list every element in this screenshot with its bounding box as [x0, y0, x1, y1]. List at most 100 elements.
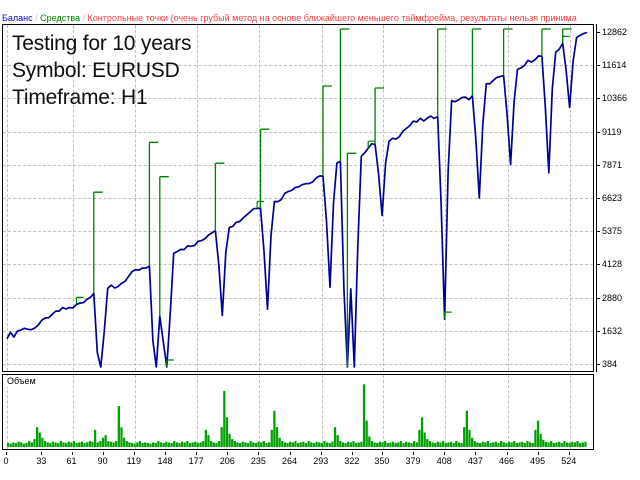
- volume-bar: [384, 441, 387, 447]
- y-axis-tick-label: 9119: [602, 126, 622, 137]
- volume-bar: [360, 441, 363, 447]
- volume-bar: [544, 441, 548, 447]
- x-axis-tick-label: 466: [499, 456, 515, 466]
- volume-bar: [17, 441, 20, 447]
- gridline-horizontal: [3, 98, 593, 100]
- volume-bar: [529, 442, 532, 447]
- volume-bar: [505, 443, 508, 447]
- y-axis: 12862 11614 10366 9119 7871 6623 5375 4128 2880 1…: [596, 24, 640, 372]
- volume-bar: [128, 442, 131, 447]
- volume-bar: [94, 429, 97, 447]
- volume-bar: [252, 442, 255, 447]
- gridline-vertical: [72, 375, 75, 449]
- gridline-vertical: [72, 25, 75, 371]
- y-axis-tick-mark: [596, 364, 600, 365]
- gridline-vertical: [445, 25, 447, 371]
- volume-bar: [86, 442, 89, 447]
- volume-bar: [43, 441, 47, 447]
- volume-bar: [389, 442, 392, 447]
- y-axis-tick-mark: [596, 297, 600, 299]
- x-axis-tick-mark: [381, 452, 383, 455]
- volume-bar: [439, 442, 442, 447]
- x-axis-tick-label: 408: [436, 456, 452, 466]
- volume-bar: [109, 441, 113, 447]
- y-axis-tick-mark: [596, 98, 600, 100]
- volume-bar: [431, 442, 434, 447]
- x-axis-tick-mark: [196, 452, 198, 455]
- y-axis-tick-mark: [596, 330, 600, 332]
- volume-bar: [260, 442, 263, 447]
- volume-bar: [410, 443, 413, 447]
- volume-bar: [307, 441, 310, 447]
- volume-bar: [244, 442, 247, 447]
- volume-bar: [107, 441, 110, 447]
- volume-bar: [331, 441, 334, 447]
- volume-bar: [170, 443, 173, 447]
- volume-bar: [326, 442, 329, 447]
- volume-bar: [67, 441, 70, 447]
- volume-bar: [521, 441, 524, 447]
- volume-bar: [70, 442, 73, 447]
- caption-line-symbol: Symbol: EURUSD: [12, 59, 180, 82]
- volume-bar: [233, 441, 236, 447]
- volume-bar: [518, 442, 521, 447]
- volume-bar: [75, 443, 78, 447]
- volume-bar: [57, 443, 60, 447]
- volume-bar: [394, 443, 397, 447]
- volume-bar: [194, 441, 197, 447]
- x-axis-tick-label: 293: [313, 456, 329, 466]
- volume-bar: [80, 441, 84, 447]
- volume-bar: [320, 443, 323, 447]
- volume-bar: [531, 443, 534, 447]
- volume-bar: [254, 443, 258, 447]
- volume-bar: [523, 443, 526, 447]
- volume-bar: [304, 443, 308, 447]
- x-axis-tick-label: 264: [282, 456, 298, 466]
- volume-bar: [257, 441, 260, 447]
- x-axis-tick-label: 524: [561, 456, 577, 466]
- x-axis-tick-label: 90: [97, 456, 108, 466]
- y-axis-tick-label: 1632: [602, 325, 623, 336]
- volume-bar: [333, 427, 337, 447]
- volume-bar: [434, 443, 437, 447]
- legend-balance-label: Баланс: [2, 13, 33, 23]
- x-axis-tick-label: 0: [3, 456, 9, 466]
- volume-bar: [465, 410, 468, 447]
- equity-segment: [374, 87, 385, 145]
- x-axis-tick-label: 33: [36, 456, 47, 466]
- volume-bar: [14, 443, 18, 447]
- y-axis-tick-mark: [596, 65, 600, 67]
- volume-bar: [552, 443, 555, 447]
- volume-bar: [550, 441, 553, 447]
- volume-bar: [286, 443, 289, 447]
- volume-bar: [576, 441, 579, 447]
- volume-bar: [49, 443, 52, 447]
- volume-bar: [91, 441, 94, 447]
- test-summary-caption: Testing for 10 years Symbol: EURUSD Time…: [12, 30, 191, 111]
- volume-bar: [62, 442, 65, 447]
- volume-bar: [352, 441, 355, 447]
- volume-bar: [399, 441, 403, 447]
- x-axis-tick-label: 206: [219, 456, 235, 466]
- volume-bar: [138, 441, 142, 447]
- volume-bar: [558, 441, 561, 447]
- volume-bar: [526, 441, 529, 447]
- gridline-horizontal: [3, 198, 593, 200]
- volume-bar: [268, 442, 271, 447]
- chart-legend: Баланс / Средства / Контрольные точки (о…: [2, 12, 638, 24]
- gridline-vertical: [445, 375, 447, 449]
- volume-bar: [241, 441, 244, 447]
- balance-line: [6, 31, 588, 368]
- volume-bar: [568, 443, 571, 447]
- volume-bar: [347, 441, 350, 447]
- legend-control-points-note: Контрольные точки (очень грубый метод на…: [87, 13, 577, 23]
- equity-segment: [93, 191, 103, 294]
- y-axis-tick-mark: [596, 131, 600, 133]
- x-axis-tick-label: 350: [374, 456, 390, 466]
- x-axis-tick-mark: [6, 452, 7, 455]
- equity-ledge: [444, 311, 452, 320]
- volume-bar: [471, 437, 474, 447]
- volume-bar: [497, 443, 500, 447]
- x-axis-tick-mark: [102, 452, 104, 455]
- volume-bar: [30, 442, 33, 447]
